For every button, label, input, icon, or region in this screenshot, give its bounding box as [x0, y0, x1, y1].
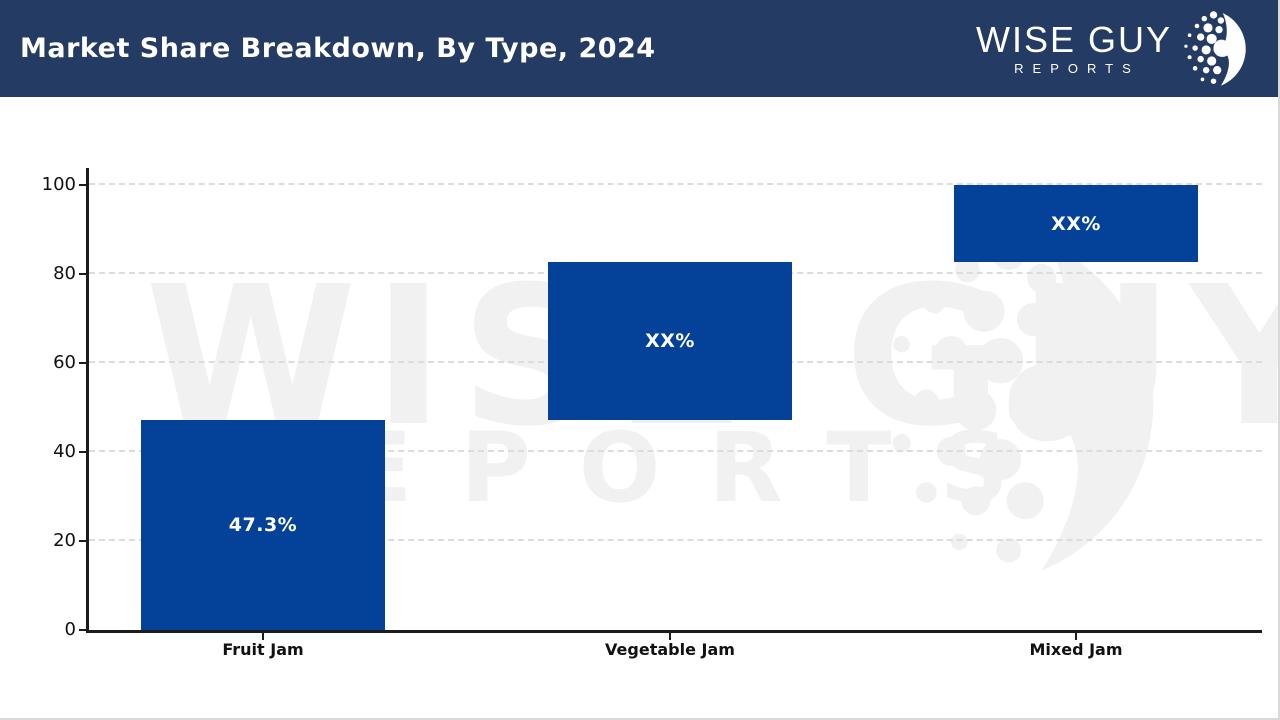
bar-mixed-jam: XX%: [954, 185, 1198, 263]
gridline-20: [89, 539, 1262, 541]
bar-value-label: 47.3%: [228, 513, 298, 536]
x-tick-mark: [262, 633, 264, 640]
y-tick-label-60: 60: [53, 352, 76, 373]
x-tick-mark: [669, 633, 671, 640]
y-tick-label-40: 40: [53, 441, 76, 462]
y-tick-mark: [79, 451, 87, 453]
bar-vegetable-jam: XX%: [548, 262, 792, 420]
brand-logo: WISE GUY REPORTS: [976, 7, 1254, 91]
x-category-label-fruit-jam: Fruit Jam: [222, 640, 304, 659]
x-axis-line: [86, 630, 1262, 633]
y-tick-mark: [79, 184, 87, 186]
brand-name: WISE GUY: [975, 18, 1172, 60]
dotted-head-logo-icon: [1184, 10, 1246, 86]
y-tick-mark: [79, 540, 87, 542]
gridline-100: [89, 183, 1262, 185]
bar-value-label: XX%: [1051, 212, 1101, 235]
watermark-dotted-head-icon: [877, 237, 1154, 571]
bar-fruit-jam: 47.3%: [141, 419, 385, 630]
x-category-label-vegetable-jam: Vegetable Jam: [605, 640, 735, 659]
y-tick-label-80: 80: [53, 263, 76, 284]
y-tick-mark: [79, 273, 87, 275]
y-tick-label-100: 100: [41, 174, 76, 195]
bar-value-label: XX%: [645, 329, 695, 352]
y-axis-line: [86, 168, 89, 632]
y-tick-mark: [79, 629, 87, 631]
header-bar: Market Share Breakdown, By Type, 2024 WI…: [0, 0, 1280, 97]
brand-logo-text: WISE GUY REPORTS: [975, 18, 1172, 76]
gridline-40: [89, 450, 1262, 452]
y-tick-label-0: 0: [64, 619, 76, 640]
y-tick-mark: [79, 362, 87, 364]
x-tick-mark: [1075, 633, 1077, 640]
brand-subname: REPORTS: [1014, 60, 1140, 76]
page-title: Market Share Breakdown, By Type, 2024: [20, 33, 656, 64]
y-tick-label-20: 20: [53, 530, 76, 551]
x-category-label-mixed-jam: Mixed Jam: [1029, 640, 1123, 659]
